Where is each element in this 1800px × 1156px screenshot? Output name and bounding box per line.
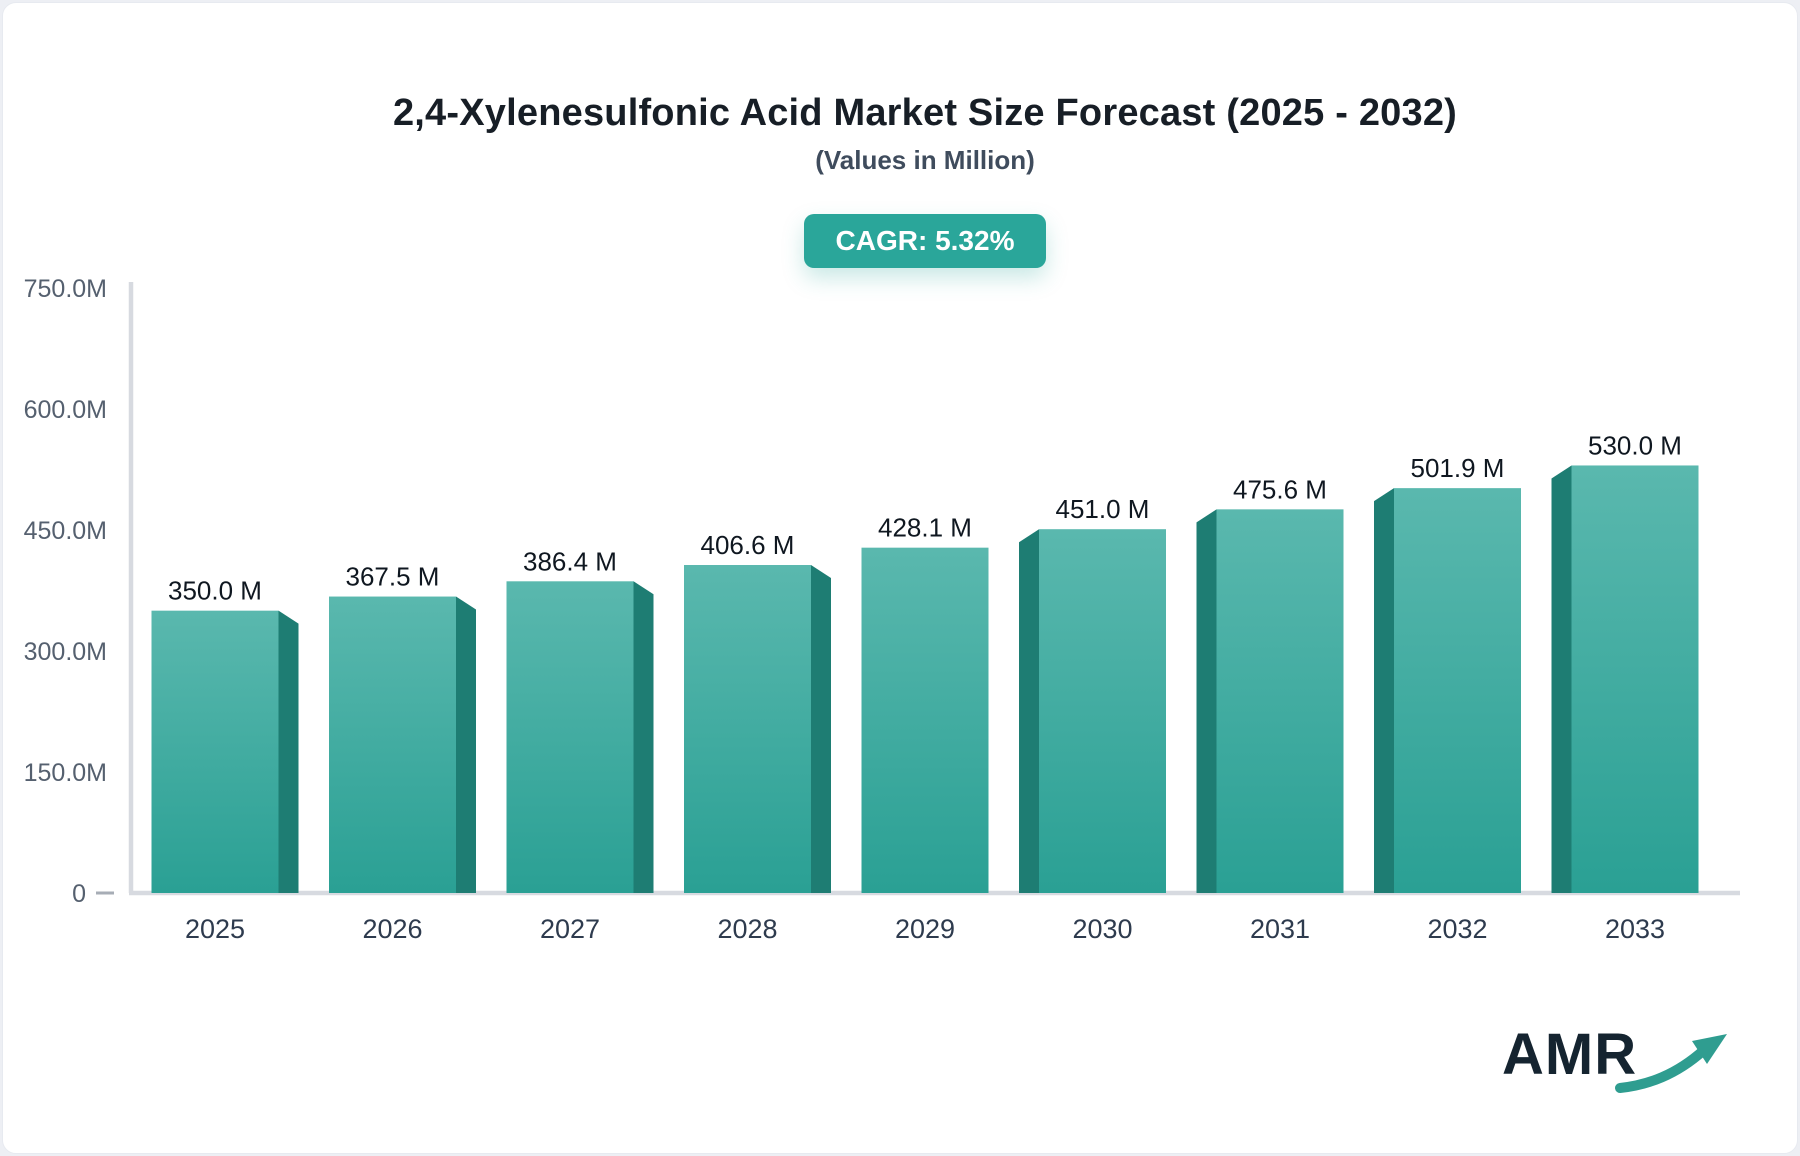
bar-value-label: 350.0 M (168, 576, 262, 606)
bar-2031[interactable] (1216, 509, 1344, 893)
x-axis-label: 2026 (362, 914, 422, 944)
x-axis-label: 2032 (1427, 914, 1487, 944)
bar-2029[interactable] (861, 547, 989, 893)
bar-side-face (1196, 509, 1217, 893)
bar-value-label: 451.0 M (1056, 494, 1150, 524)
x-axis-label: 2033 (1605, 914, 1665, 944)
bar-side-face (1374, 488, 1394, 893)
bar-side-face (456, 596, 476, 893)
amr-logo: AMR (1502, 1022, 1727, 1106)
y-axis-label: 450.0M (24, 517, 107, 545)
bar-side-face (1551, 465, 1572, 893)
bar-2025[interactable] (151, 610, 279, 893)
bar-value-label: 501.9 M (1411, 453, 1505, 483)
bar-2030[interactable] (1039, 529, 1166, 893)
bar-value-label: 367.5 M (346, 562, 440, 592)
bar-value-label: 475.6 M (1233, 474, 1327, 504)
cagr-badge: CAGR: 5.32% (803, 214, 1047, 268)
x-axis-label: 2029 (895, 914, 955, 944)
y-axis-label: 600.0M (24, 396, 107, 424)
amr-logo-text: AMR (1502, 1022, 1638, 1087)
x-axis-label: 2027 (540, 914, 600, 944)
y-axis-label: 150.0M (24, 759, 107, 787)
bar-2032[interactable] (1394, 488, 1521, 893)
bar-value-label: 386.4 M (523, 546, 617, 576)
chart-title: 2,4-Xylenesulfonic Acid Market Size Fore… (392, 92, 1458, 134)
bar-value-label: 406.6 M (701, 530, 795, 560)
y-axis-label: 750.0M (24, 275, 107, 303)
bar-2028[interactable] (684, 565, 811, 893)
x-axis-label: 2025 (185, 914, 245, 944)
chart-subtitle: (Values in Million) (815, 145, 1035, 175)
bar-2033[interactable] (1571, 465, 1699, 893)
bar-value-label: 530.0 M (1588, 430, 1682, 460)
bar-2027[interactable] (506, 581, 634, 893)
y-axis-label: 300.0M (24, 638, 107, 666)
y-axis-label: 0 (72, 880, 86, 908)
x-axis-label: 2031 (1250, 914, 1310, 944)
bar-side-face (811, 565, 831, 893)
x-axis-label: 2030 (1072, 914, 1132, 944)
bar-side-face (278, 610, 299, 893)
bar-side-face (1019, 529, 1039, 893)
chart-header: 2,4-Xylenesulfonic Acid Market Size Fore… (0, 0, 1800, 268)
x-axis-label: 2028 (717, 914, 777, 944)
bar-2026[interactable] (329, 596, 456, 893)
trend-up-arrow-icon (1615, 1034, 1727, 1093)
bar-value-label: 428.1 M (878, 513, 972, 543)
bar-side-face (633, 581, 654, 893)
